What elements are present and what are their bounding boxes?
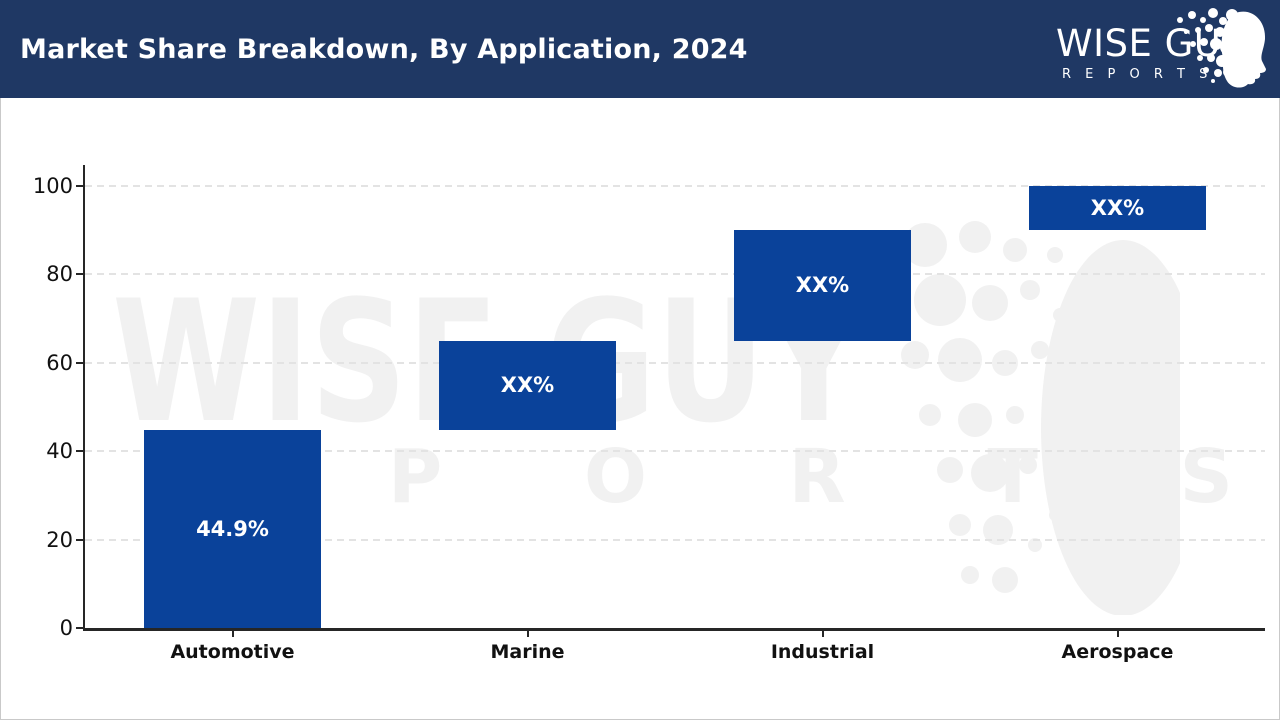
y-tick-mark-20 [76,538,85,541]
y-tick-mark-60 [76,361,85,364]
watermark-dot-face-icon [901,221,1180,615]
gridline-40 [85,450,1265,453]
x-category-label-automotive: Automotive [170,641,295,663]
y-tick-mark-80 [76,273,85,276]
wise-guy-reports-logo: WISE GUY R E P O R T S [1056,8,1266,88]
x-tick-mark-aerospace [1116,628,1119,637]
bar-automotive: 44.9% [144,429,321,628]
y-tick-label-20: 20 [46,527,73,552]
gridline-60 [85,361,1265,364]
y-tick-mark-100 [76,185,85,187]
y-tick-mark-0 [76,627,85,629]
bar-marine: XX% [439,340,616,430]
bar-value-label-aerospace: XX% [1090,196,1145,221]
y-axis-spine [83,165,85,631]
y-tick-label-60: 60 [46,350,73,375]
chart-title: Market Share Breakdown, By Application, … [20,33,748,65]
y-tick-mark-40 [76,450,85,453]
x-axis-spine [83,628,1265,631]
bar-aerospace: XX% [1029,186,1206,231]
y-tick-label-100: 100 [32,174,73,198]
bar-value-label-marine: XX% [500,373,555,398]
gridline-20 [85,538,1265,541]
bar-industrial: XX% [734,230,911,341]
x-tick-mark-industrial [821,628,824,637]
logo-dot-face-icon [1177,8,1266,88]
bar-value-label-automotive: 44.9% [196,516,269,541]
y-tick-label-80: 80 [46,262,73,287]
bar-value-label-industrial: XX% [795,273,850,298]
x-category-label-aerospace: Aerospace [1061,641,1174,663]
x-category-label-marine: Marine [490,641,565,663]
gridline-100 [85,185,1265,187]
x-tick-mark-automotive [231,628,234,637]
gridline-80 [85,273,1265,276]
header-bar: Market Share Breakdown, By Application, … [0,0,1280,98]
logo-subtext: R E P O R T S [1062,67,1212,82]
x-category-label-industrial: Industrial [770,641,875,663]
y-tick-label-40: 40 [46,439,73,464]
y-tick-label-0: 0 [59,616,73,640]
x-tick-mark-marine [526,628,529,637]
